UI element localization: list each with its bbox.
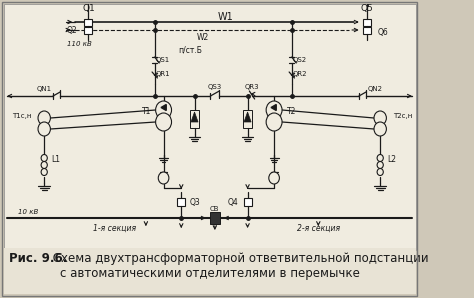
- Circle shape: [374, 111, 386, 125]
- Bar: [363, 18, 371, 26]
- Bar: [3, 4, 416, 250]
- Bar: [210, 212, 220, 224]
- Circle shape: [374, 122, 386, 136]
- Bar: [84, 18, 92, 26]
- Bar: [84, 27, 92, 33]
- Circle shape: [377, 168, 383, 176]
- Circle shape: [377, 162, 383, 168]
- Text: Q3: Q3: [190, 198, 201, 207]
- Circle shape: [41, 168, 47, 176]
- Bar: [363, 27, 371, 33]
- Text: L1: L1: [51, 156, 60, 164]
- Circle shape: [41, 162, 47, 168]
- Text: 1-я секция: 1-я секция: [93, 224, 137, 232]
- Bar: [190, 110, 199, 128]
- Text: QR1: QR1: [155, 71, 170, 77]
- Text: Q5: Q5: [361, 4, 374, 13]
- Text: QR2: QR2: [292, 71, 307, 77]
- Bar: [177, 198, 185, 206]
- Polygon shape: [191, 112, 198, 122]
- Circle shape: [38, 111, 50, 125]
- Text: Q2: Q2: [66, 27, 77, 35]
- Text: 2-я секция: 2-я секция: [297, 224, 340, 232]
- Text: W1: W1: [218, 12, 233, 22]
- Text: СВ: СВ: [210, 206, 219, 212]
- Circle shape: [266, 113, 282, 131]
- Circle shape: [155, 113, 172, 131]
- Text: 10 кВ: 10 кВ: [18, 209, 38, 215]
- Text: Т1с,н: Т1с,н: [12, 113, 32, 119]
- Circle shape: [158, 172, 169, 184]
- Bar: [243, 110, 252, 128]
- Text: W2: W2: [197, 32, 210, 41]
- Text: Т2с,н: Т2с,н: [392, 113, 412, 119]
- Circle shape: [41, 154, 47, 162]
- Text: T1: T1: [142, 108, 151, 117]
- Text: Схема двухтрансформаторной ответвительной подстанции: Схема двухтрансформаторной ответвительно…: [49, 252, 428, 265]
- Text: QN2: QN2: [367, 86, 383, 92]
- Text: Q1: Q1: [82, 4, 95, 13]
- Bar: [244, 198, 252, 206]
- Text: Рис. 9.6.: Рис. 9.6.: [9, 252, 67, 265]
- Bar: [3, 248, 416, 294]
- Text: Q6: Q6: [378, 27, 388, 36]
- Polygon shape: [244, 112, 251, 122]
- Circle shape: [38, 122, 50, 136]
- Text: QR3: QR3: [245, 84, 259, 90]
- Text: п/ст.Б: п/ст.Б: [178, 46, 202, 55]
- Text: T2: T2: [286, 108, 296, 117]
- Text: 110 кВ: 110 кВ: [67, 41, 92, 47]
- Text: Q4: Q4: [228, 198, 239, 207]
- Text: L2: L2: [387, 156, 396, 164]
- Circle shape: [266, 101, 282, 119]
- Text: с автоматическими отделителями в перемычке: с автоматическими отделителями в перемыч…: [60, 267, 359, 280]
- Circle shape: [377, 154, 383, 162]
- Circle shape: [269, 172, 279, 184]
- Text: QS3: QS3: [208, 84, 222, 90]
- Text: QS2: QS2: [292, 57, 307, 63]
- Text: QS1: QS1: [155, 57, 170, 63]
- Circle shape: [155, 101, 172, 119]
- Text: QN1: QN1: [36, 86, 52, 92]
